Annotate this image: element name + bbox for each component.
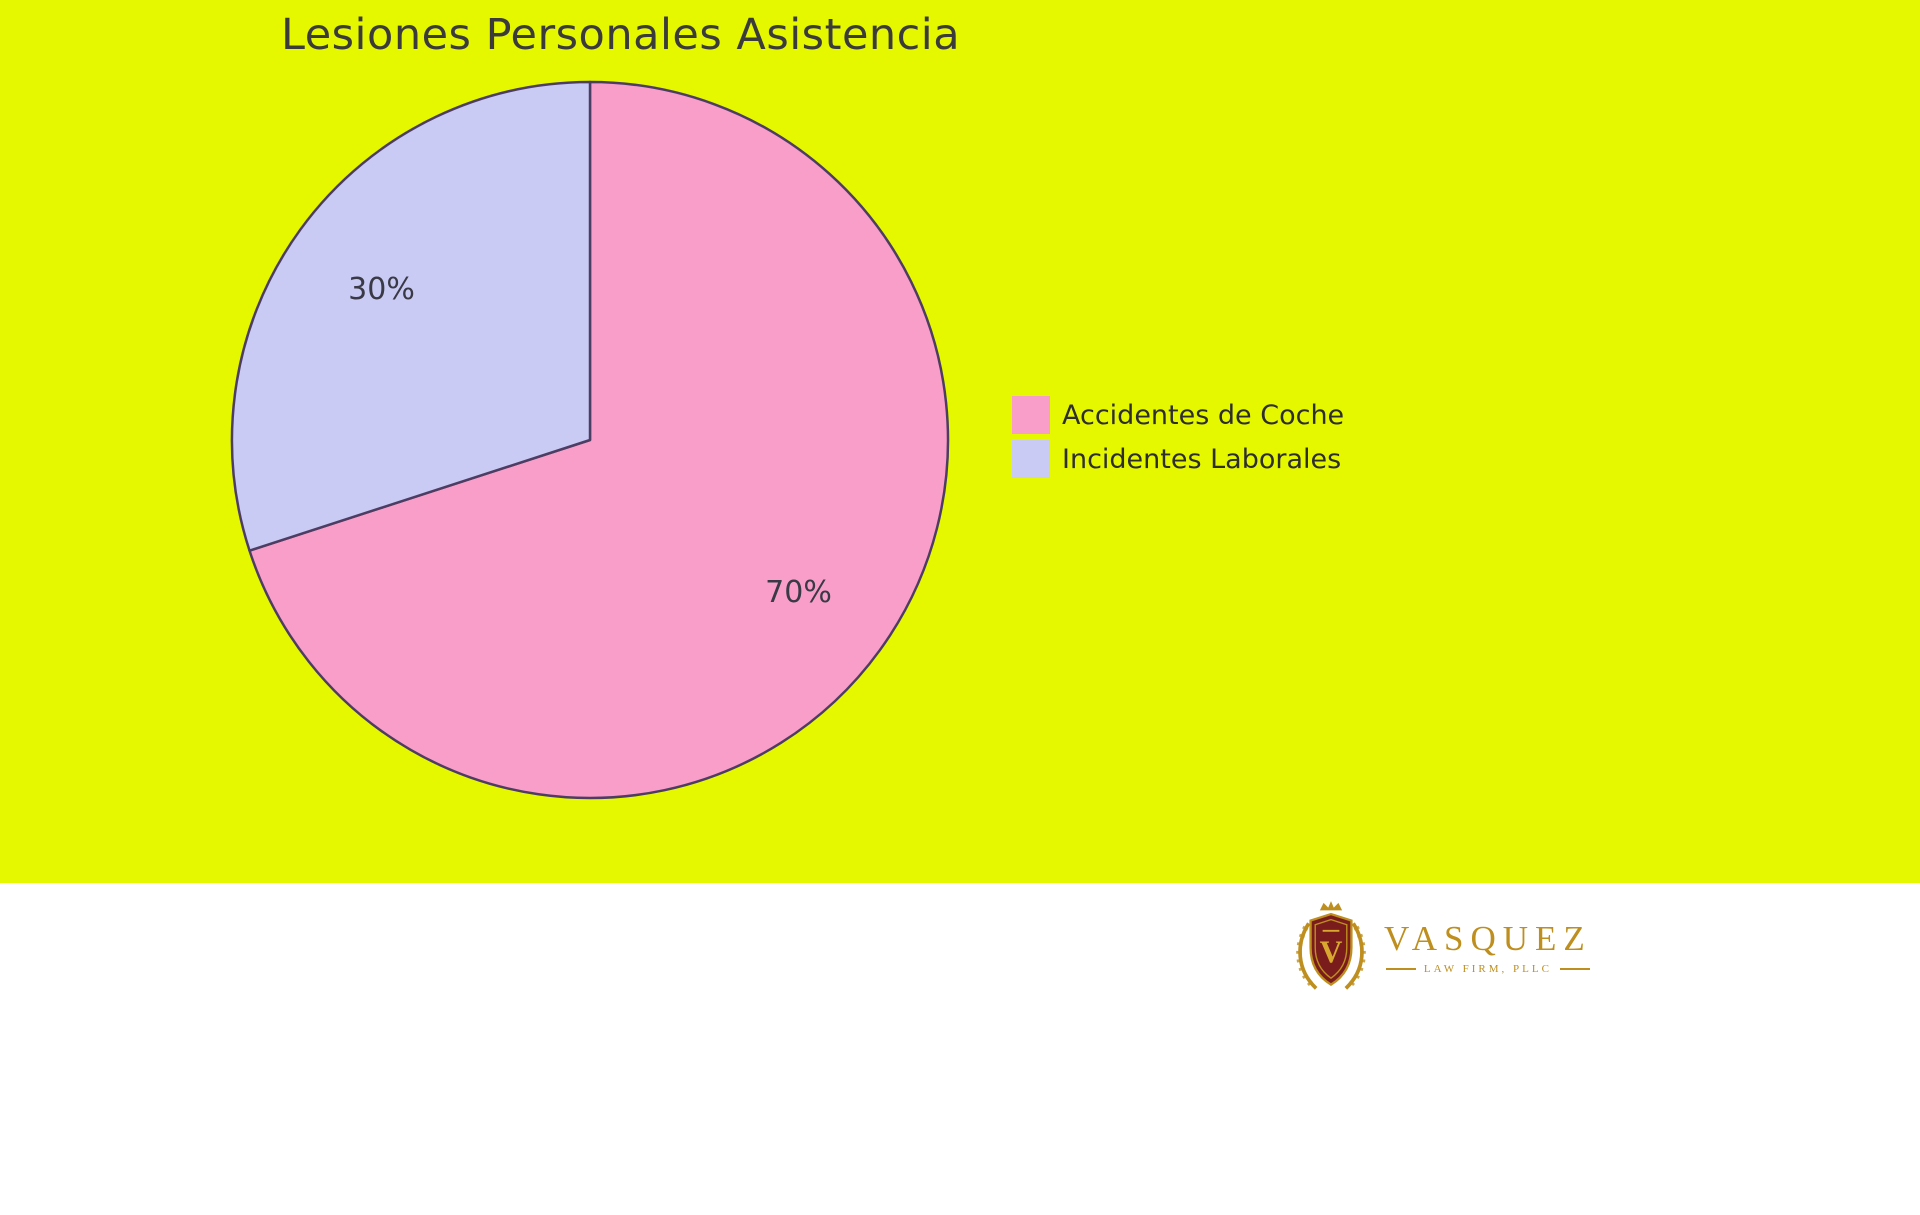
legend: Accidentes de Coche Incidentes Laborales — [1012, 396, 1344, 478]
law-firm-wordmark: VASQUEZ LAW FIRM, PLLC — [1384, 920, 1592, 975]
svg-text:V: V — [1320, 934, 1343, 969]
pie-slice-1 — [230, 80, 592, 552]
divider-line-left — [1385, 967, 1416, 970]
legend-swatch-incidentes — [1012, 440, 1050, 478]
legend-item-incidentes: Incidentes Laborales — [1012, 440, 1344, 478]
pie-percent-label-1: 30% — [348, 272, 415, 307]
pie-slice-0 — [248, 80, 950, 800]
legend-label-incidentes: Incidentes Laborales — [1062, 443, 1342, 475]
firm-subtitle: LAW FIRM, PLLC — [1423, 962, 1552, 975]
legend-item-accidentes: Accidentes de Coche — [1012, 396, 1344, 434]
divider-line-right — [1559, 967, 1590, 970]
legend-label-accidentes: Accidentes de Coche — [1062, 399, 1345, 431]
law-firm-crest-icon: V — [1296, 901, 1366, 990]
chart-title: Lesiones Personales Asistencia — [281, 10, 961, 60]
chart-area: Lesiones Personales Asistencia 70% 30% Ac… — [0, 0, 1920, 883]
pie-chart: 70% 30% — [230, 80, 950, 800]
footer: V VASQUEZ LAW FIRM, PLLC — [0, 883, 1920, 1215]
pie-percent-label-0: 70% — [765, 575, 832, 610]
law-firm-logo: V VASQUEZ LAW FIRM, PLLC — [1292, 899, 1592, 996]
firm-subtitle-row: LAW FIRM, PLLC — [1385, 962, 1590, 975]
firm-name: VASQUEZ — [1384, 919, 1592, 959]
legend-swatch-accidentes — [1012, 396, 1050, 434]
